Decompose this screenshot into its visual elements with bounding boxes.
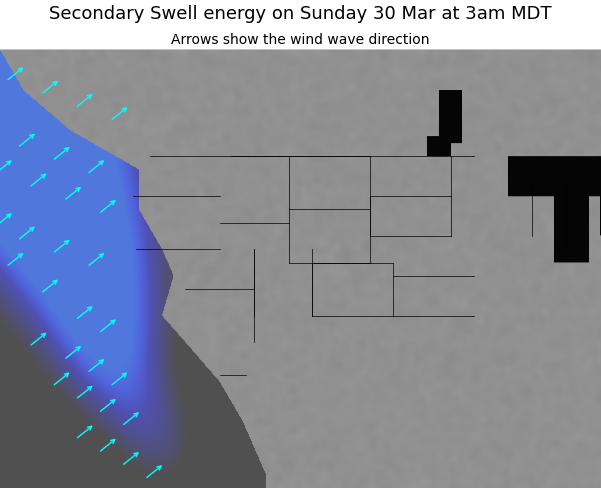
Text: Secondary Swell energy on Sunday 30 Mar at 3am MDT: Secondary Swell energy on Sunday 30 Mar … [49,5,552,23]
Text: Arrows show the wind wave direction: Arrows show the wind wave direction [171,33,430,47]
